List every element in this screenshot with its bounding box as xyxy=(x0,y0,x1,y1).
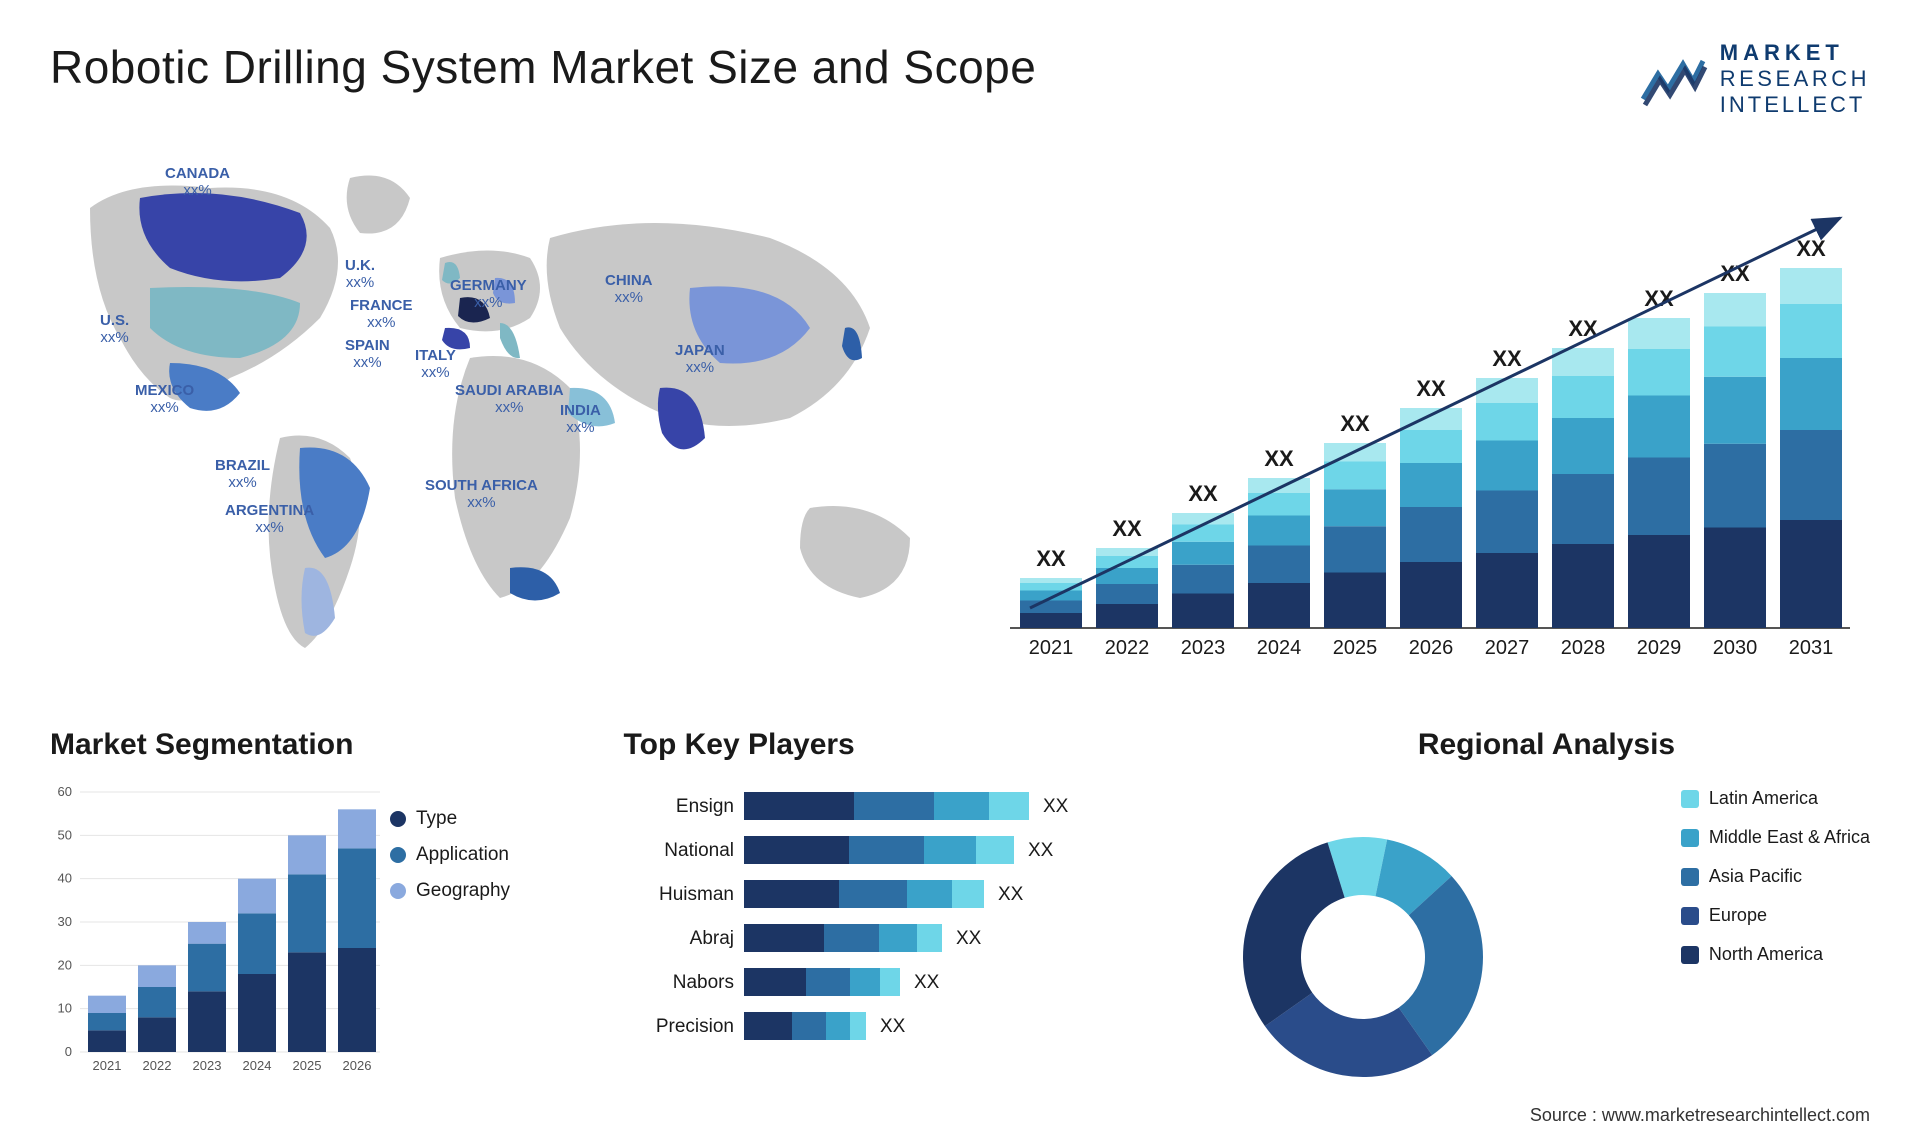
map-label: BRAZILxx% xyxy=(215,458,270,491)
svg-text:Nabors: Nabors xyxy=(672,972,733,993)
legend-item: Type xyxy=(390,808,510,830)
logo-text: MARKET RESEARCH INTELLECT xyxy=(1720,40,1870,118)
segmentation-panel: Market Segmentation 0 10 20 30 40 50 60 2021 202… xyxy=(50,728,594,1108)
footer-source: Source : www.marketresearchintellect.com xyxy=(1530,1105,1870,1126)
svg-text:2027: 2027 xyxy=(1485,637,1530,659)
page-title: Robotic Drilling System Market Size and … xyxy=(50,40,1036,94)
svg-text:XX: XX xyxy=(998,884,1024,905)
svg-text:2024: 2024 xyxy=(243,1058,272,1073)
map-label: U.K.xx% xyxy=(345,258,375,291)
map-label: FRANCExx% xyxy=(350,298,413,331)
legend-item: Application xyxy=(390,844,510,866)
svg-text:Huisman: Huisman xyxy=(659,884,734,905)
svg-text:Ensign: Ensign xyxy=(675,796,733,817)
svg-text:2026: 2026 xyxy=(343,1058,372,1073)
svg-text:2023: 2023 xyxy=(193,1058,222,1073)
svg-text:2029: 2029 xyxy=(1637,637,1682,659)
svg-text:XX: XX xyxy=(1036,546,1066,571)
map-label: CHINAxx% xyxy=(605,273,653,306)
svg-text:50: 50 xyxy=(58,827,72,842)
legend-item: North America xyxy=(1681,944,1870,965)
svg-text:XX: XX xyxy=(880,1016,906,1037)
svg-text:XX: XX xyxy=(914,972,940,993)
svg-text:2026: 2026 xyxy=(1409,637,1454,659)
svg-text:2022: 2022 xyxy=(143,1058,172,1073)
legend-item: Europe xyxy=(1681,905,1870,926)
svg-text:2028: 2028 xyxy=(1561,637,1606,659)
regional-title: Regional Analysis xyxy=(1223,728,1870,762)
map-label: MEXICOxx% xyxy=(135,383,194,416)
legend-item: Latin America xyxy=(1681,788,1870,809)
main-bar-chart: XX 2021 XX 2022 XX 2023 XX 2024 XX 2025 XX 2026 XX 20… xyxy=(990,148,1870,688)
map-label: CANADAxx% xyxy=(165,166,230,199)
logo-line3: INTELLECT xyxy=(1720,92,1870,118)
map-label: JAPANxx% xyxy=(675,343,725,376)
svg-text:20: 20 xyxy=(58,957,72,972)
main-bar-chart-svg: XX 2021 XX 2022 XX 2023 XX 2024 XX 2025 XX 2026 XX 20… xyxy=(990,148,1870,668)
svg-text:2021: 2021 xyxy=(93,1058,122,1073)
map-label: ARGENTINAxx% xyxy=(225,503,314,536)
svg-text:30: 30 xyxy=(58,914,72,929)
svg-text:XX: XX xyxy=(1028,840,1054,861)
map-label: ITALYxx% xyxy=(415,348,456,381)
svg-text:2031: 2031 xyxy=(1789,637,1834,659)
svg-text:2025: 2025 xyxy=(293,1058,322,1073)
key-players-chart: Ensign XX National XX Huisman XX Abraj XX Nabors… xyxy=(624,782,1144,1082)
svg-text:60: 60 xyxy=(58,784,72,799)
legend-item: Asia Pacific xyxy=(1681,866,1870,887)
legend-item: Middle East & Africa xyxy=(1681,827,1870,848)
regional-legend: Latin America Middle East & Africa Asia Pa… xyxy=(1681,788,1870,983)
key-players-panel: Top Key Players Ensign XX National XX Huisma… xyxy=(624,728,1193,1108)
top-row: CANADAxx% U.S.xx% MEXICOxx% BRAZILxx% ARGENT… xyxy=(50,148,1870,688)
svg-text:XX: XX xyxy=(1416,376,1446,401)
svg-text:XX: XX xyxy=(1340,411,1370,436)
svg-text:Abraj: Abraj xyxy=(689,928,733,949)
svg-text:XX: XX xyxy=(1264,446,1294,471)
legend-item: Geography xyxy=(390,880,510,902)
map-label: GERMANYxx% xyxy=(450,278,527,311)
svg-text:XX: XX xyxy=(1112,516,1142,541)
svg-text:XX: XX xyxy=(956,928,982,949)
map-label: INDIAxx% xyxy=(560,403,601,436)
svg-text:XX: XX xyxy=(1492,346,1522,371)
svg-text:2024: 2024 xyxy=(1257,637,1302,659)
svg-text:2023: 2023 xyxy=(1181,637,1226,659)
svg-text:Precision: Precision xyxy=(655,1016,733,1037)
world-map: CANADAxx% U.S.xx% MEXICOxx% BRAZILxx% ARGENT… xyxy=(50,148,950,688)
svg-text:0: 0 xyxy=(65,1044,72,1059)
svg-text:10: 10 xyxy=(58,1001,72,1016)
svg-text:2025: 2025 xyxy=(1333,637,1378,659)
header: Robotic Drilling System Market Size and … xyxy=(50,40,1870,118)
svg-text:2022: 2022 xyxy=(1105,637,1150,659)
logo: MARKET RESEARCH INTELLECT xyxy=(1638,40,1870,118)
bottom-row: Market Segmentation 0 10 20 30 40 50 60 2021 202… xyxy=(50,728,1870,1108)
map-label: SAUDI ARABIAxx% xyxy=(455,383,564,416)
svg-text:2030: 2030 xyxy=(1713,637,1758,659)
map-label: U.S.xx% xyxy=(100,313,129,346)
map-label: SOUTH AFRICAxx% xyxy=(425,478,538,511)
logo-icon xyxy=(1638,49,1708,109)
svg-text:National: National xyxy=(664,840,734,861)
logo-line2: RESEARCH xyxy=(1720,66,1870,92)
svg-text:40: 40 xyxy=(58,871,72,886)
logo-line1: MARKET xyxy=(1720,40,1870,66)
svg-text:XX: XX xyxy=(1188,481,1218,506)
segmentation-title: Market Segmentation xyxy=(50,728,594,762)
segmentation-legend: Type Application Geography xyxy=(390,808,510,916)
map-label: SPAINxx% xyxy=(345,338,390,371)
svg-text:XX: XX xyxy=(1043,796,1069,817)
svg-text:XX: XX xyxy=(1796,236,1826,261)
segmentation-chart: 0 10 20 30 40 50 60 2021 2022 2023 2024 2025 2026 xyxy=(50,782,380,1082)
svg-text:2021: 2021 xyxy=(1029,637,1074,659)
key-players-title: Top Key Players xyxy=(624,728,1193,762)
regional-donut xyxy=(1223,782,1523,1082)
regional-panel: Regional Analysis Latin America Middle Ea… xyxy=(1223,728,1870,1108)
